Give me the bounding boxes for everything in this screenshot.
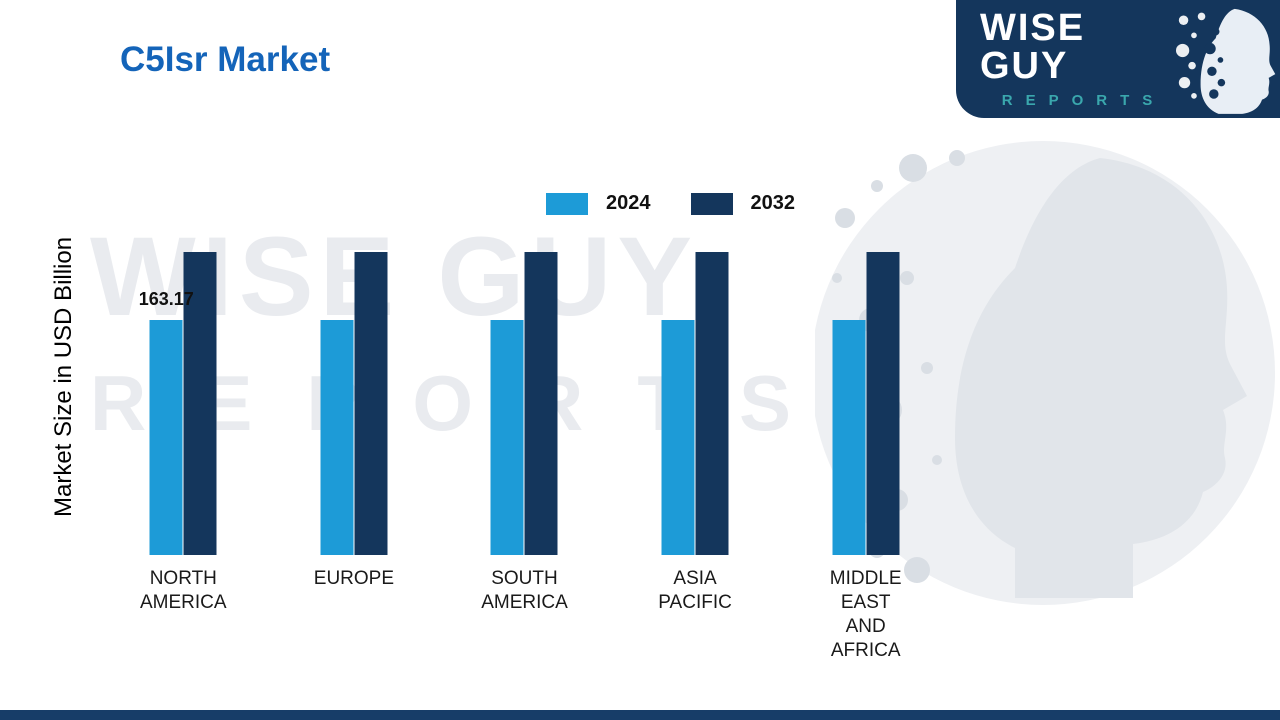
legend-label: 2024 (606, 192, 651, 214)
bar-2024 (320, 320, 354, 555)
watermark-head-silhouette (955, 158, 1247, 598)
y-axis-label: Market Size in USD Billion (50, 236, 77, 518)
legend-item-2032: 2032 (690, 192, 796, 215)
legend-swatch (546, 192, 588, 215)
bar-pair (832, 252, 900, 555)
bar-value-label: 163.17 (138, 289, 194, 309)
footer-strip (0, 710, 1280, 720)
bar-2024 (490, 320, 524, 555)
bar-2032 (866, 252, 900, 555)
bar-2024 (661, 320, 695, 555)
category-label: MIDDLE EAST AND AFRICA (829, 568, 902, 661)
category-label: EUROPE (313, 568, 395, 589)
legend-item-2024: 2024 (546, 192, 651, 215)
bar-2032 (695, 252, 729, 555)
logo-wordmark: WISE GUY (980, 7, 1086, 87)
logo-subtitle: REPORTS (1001, 92, 1166, 109)
bar-2032 (183, 252, 217, 555)
bar-chart: NORTH AMERICA 163.17 EUROPE SOUTH AMERICA AS… (98, 245, 951, 661)
bar-2032 (354, 252, 388, 555)
category-label: ASIA PACIFIC (658, 568, 732, 613)
logo-head-inner-dots (1204, 27, 1226, 99)
logo-head-dots (1176, 12, 1206, 99)
logo: WISE GUY REPORTS (956, 0, 1280, 118)
bar-group: SOUTH AMERICA (439, 245, 610, 613)
bar-pair (320, 252, 388, 555)
category-label: NORTH AMERICA (140, 568, 227, 613)
bar-group: EUROPE (269, 245, 440, 589)
bar-pair (149, 252, 217, 555)
bar-pair (661, 252, 729, 555)
category-label: SOUTH AMERICA (481, 568, 568, 613)
logo-head-icon (1176, 8, 1276, 114)
logo-text: WISE GUY REPORTS (980, 9, 1174, 109)
legend-label: 2032 (750, 192, 796, 214)
legend-swatch (690, 192, 733, 215)
page-title: C5Isr Market (120, 40, 331, 79)
bar-group: NORTH AMERICA 163.17 (98, 245, 269, 613)
bar-group: ASIA PACIFIC (610, 245, 781, 613)
bar-2024 (149, 320, 183, 555)
bar-pair (490, 252, 558, 555)
bar-2024 (832, 320, 866, 555)
bar-group: MIDDLE EAST AND AFRICA (780, 245, 951, 661)
chart-legend: 2024 2032 (546, 192, 795, 215)
bar-2032 (524, 252, 558, 555)
